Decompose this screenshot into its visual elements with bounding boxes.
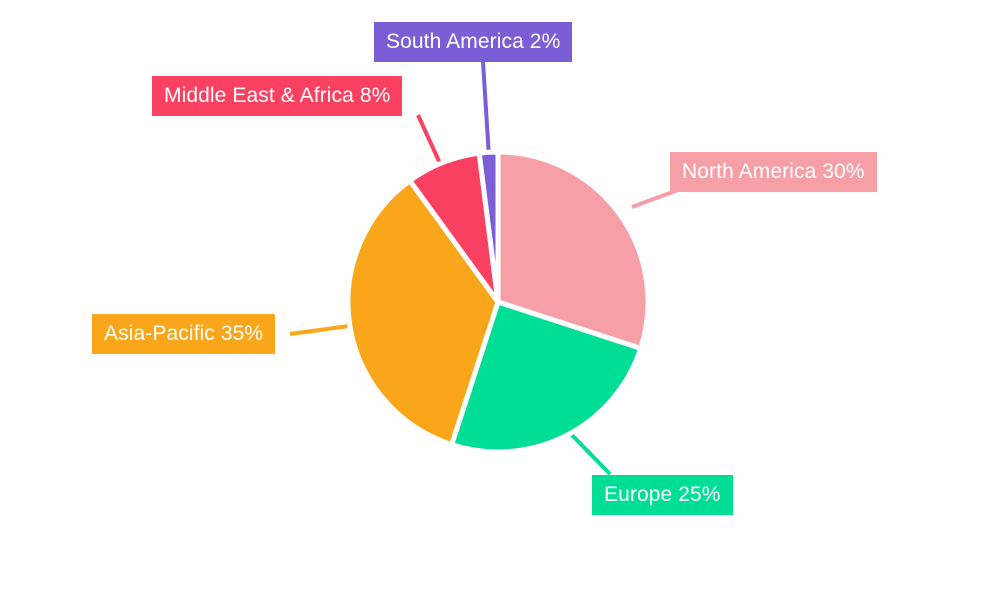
pie-slice-south-america[interactable] (476, 149, 501, 305)
pie-label-south-america[interactable]: South America 2% (374, 22, 573, 62)
pie-slice-europe[interactable] (449, 299, 644, 455)
pie-label-middle-east-africa[interactable]: Middle East & Africa 8% (152, 76, 403, 116)
pie-slices (345, 149, 651, 455)
pie-label-europe[interactable]: Europe 25% (592, 475, 733, 515)
pie-slice-asia-pacific[interactable] (345, 178, 501, 448)
leader-lines (289, 61, 679, 476)
leader-line-south-america (481, 61, 491, 158)
leader-line-asia-pacific (289, 324, 350, 336)
pie-label-asia-pacific[interactable]: Asia-Pacific 35% (92, 314, 276, 354)
leader-line-europe (566, 429, 612, 476)
pie-label-north-america[interactable]: North America 30% (670, 152, 877, 192)
pie-slice-north-america[interactable] (495, 149, 651, 351)
leader-line-middle-east-africa (416, 114, 445, 171)
leader-line-north-america (631, 188, 679, 209)
